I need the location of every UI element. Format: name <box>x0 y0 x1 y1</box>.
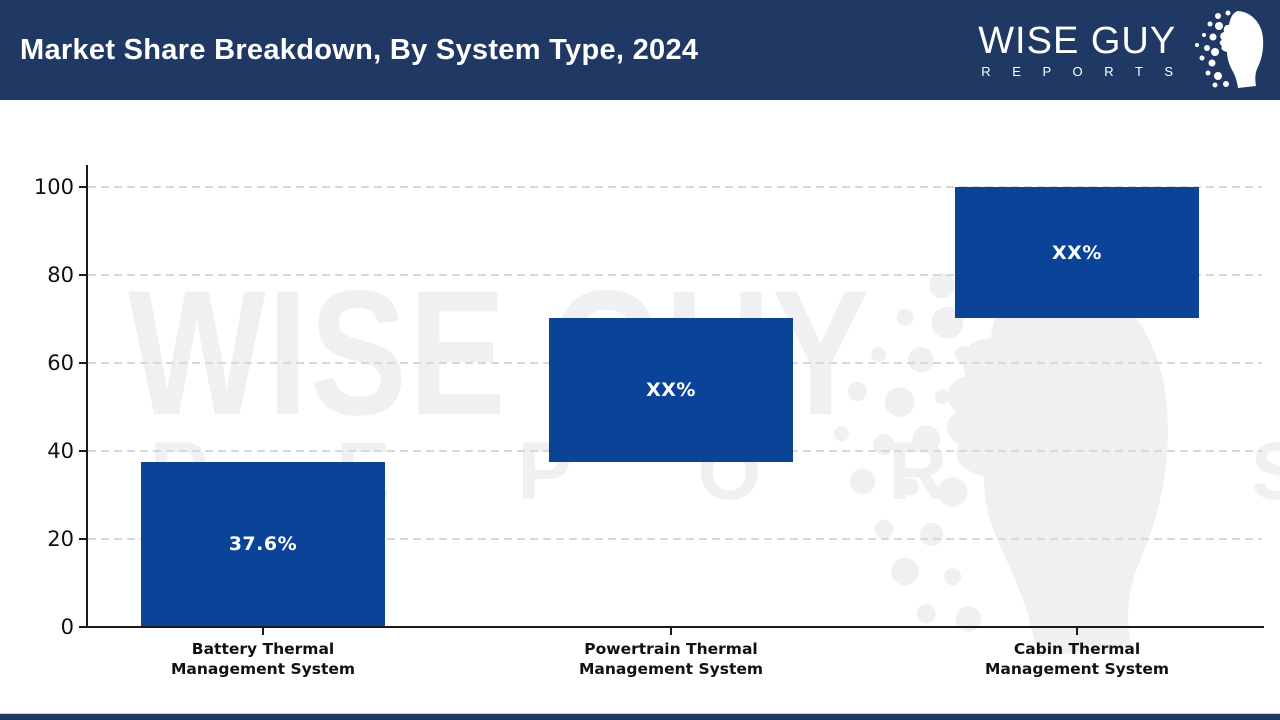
y-tick-label: 0 <box>60 615 74 639</box>
bar-segment: 37.6% <box>140 461 385 627</box>
gridline <box>88 186 1262 188</box>
brand-logo-text: WISE GUY R E P O R T S <box>978 22 1182 79</box>
y-tick-mark <box>79 362 86 364</box>
x-tick-mark <box>1076 628 1078 635</box>
y-tick-label: 60 <box>47 351 74 375</box>
gridline <box>88 538 1262 540</box>
y-tick-mark <box>79 626 86 628</box>
brand-subtitle: R E P O R T S <box>981 63 1182 79</box>
logo-face-icon <box>1195 10 1264 88</box>
y-tick-mark <box>79 274 86 276</box>
x-tick-mark <box>670 628 672 635</box>
brand-name: WISE GUY <box>978 19 1177 62</box>
category-label: Cabin Thermal Management System <box>984 640 1170 679</box>
y-tick-mark <box>79 186 86 188</box>
brand-logo: WISE GUY R E P O R T S <box>978 8 1280 92</box>
y-tick-label: 40 <box>47 439 74 463</box>
bar-segment: XX% <box>549 318 793 462</box>
category-label: Powertrain Thermal Management System <box>578 640 764 679</box>
x-axis-line <box>86 626 1264 628</box>
chart-title: Market Share Breakdown, By System Type, … <box>20 33 699 66</box>
y-axis-labels: 0 20 40 60 80 100 <box>0 175 74 639</box>
plot-area: 37.6% XX% XX% <box>79 186 1262 628</box>
y-tick-label: 20 <box>47 527 74 551</box>
y-axis-line <box>86 165 88 628</box>
header-bar: Market Share Breakdown, By System Type, … <box>0 0 1280 100</box>
bar-value-label: XX% <box>646 378 696 401</box>
footer-divider <box>0 713 1280 714</box>
bar-value-label: 37.6% <box>228 533 298 556</box>
y-tick-label: 100 <box>33 175 74 199</box>
category-label: Battery Thermal Management System <box>170 640 356 679</box>
y-tick-mark <box>79 538 86 540</box>
bar-value-label: XX% <box>1052 241 1102 264</box>
footer-bar <box>0 714 1280 720</box>
y-tick-mark <box>79 450 86 452</box>
y-tick-label: 80 <box>47 263 74 287</box>
x-tick-mark <box>262 628 264 635</box>
gridline <box>88 274 1262 276</box>
bar-segment: XX% <box>954 187 1199 319</box>
